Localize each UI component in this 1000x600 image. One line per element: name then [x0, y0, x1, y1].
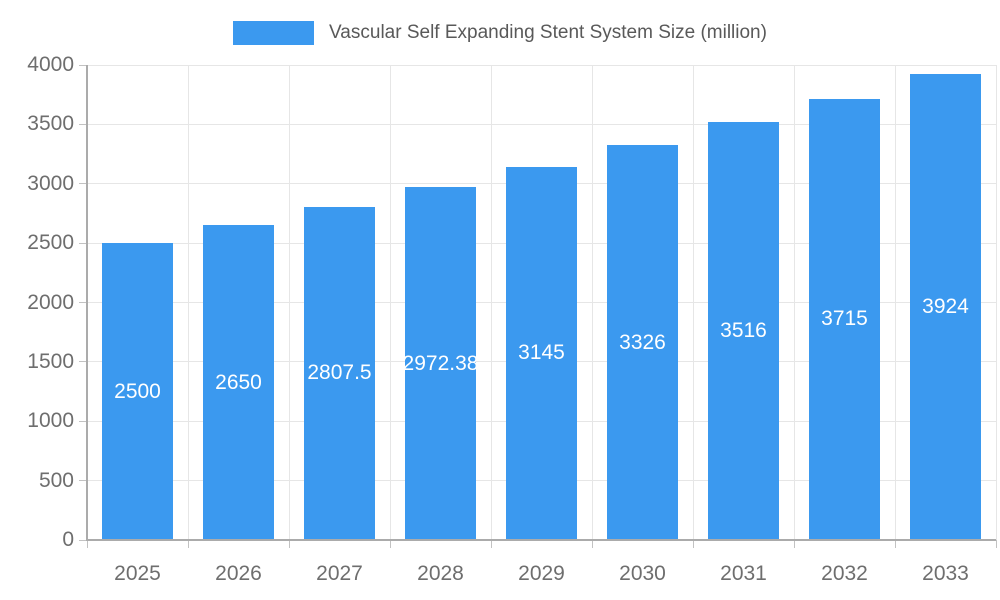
bar-value-label: 3145	[518, 341, 565, 365]
v-gridline	[187, 65, 189, 540]
y-tick-mark	[79, 361, 87, 363]
y-axis-tick-label: 1000	[27, 409, 74, 433]
x-axis-tick-label: 2032	[821, 562, 868, 585]
y-axis-tick-label: 2000	[27, 290, 74, 314]
y-axis-tick-label: 3000	[27, 171, 74, 195]
bar-value-label: 2650	[215, 370, 262, 394]
bar-value-label: 3326	[619, 330, 666, 354]
bar: 3715	[809, 98, 880, 540]
y-axis-line	[86, 65, 88, 541]
v-gridline	[894, 65, 896, 540]
bar-value-label: 3924	[922, 295, 969, 318]
x-axis-tick-label: 2031	[720, 562, 767, 585]
x-tick-mark	[995, 540, 997, 548]
v-gridline	[995, 65, 997, 540]
x-tick-mark	[288, 540, 290, 548]
legend-swatch	[233, 21, 315, 45]
bar: 3516	[708, 122, 779, 540]
x-tick-mark	[187, 540, 189, 548]
bar-value-label: 2807.5	[307, 361, 372, 385]
bar: 3145	[506, 166, 577, 540]
v-gridline	[692, 65, 694, 540]
y-tick-mark	[79, 480, 87, 482]
y-axis-tick-label: 500	[38, 468, 74, 492]
x-tick-mark	[490, 540, 492, 548]
y-axis-tick-label: 0	[62, 528, 74, 551]
x-axis-tick-label: 2025	[114, 562, 161, 585]
legend-label: Vascular Self Expanding Stent System Siz…	[329, 22, 767, 43]
x-tick-mark	[692, 540, 694, 548]
y-tick-mark	[79, 242, 87, 244]
bar-value-label: 3715	[821, 307, 868, 331]
x-axis-tick-label: 2033	[922, 562, 969, 585]
y-tick-mark	[79, 123, 87, 125]
y-tick-mark	[79, 183, 87, 185]
y-tick-mark	[79, 420, 87, 422]
y-tick-mark	[79, 539, 87, 541]
v-gridline	[288, 65, 290, 540]
x-axis-tick-label: 2026	[215, 562, 262, 585]
legend[interactable]: Vascular Self Expanding Stent System Siz…	[0, 19, 1000, 47]
v-gridline	[490, 65, 492, 540]
bar: 3924	[910, 74, 981, 540]
x-axis-tick-label: 2028	[417, 562, 464, 585]
bar-value-label: 2972.38	[405, 351, 476, 375]
y-axis-tick-label: 3500	[27, 112, 74, 136]
y-axis-tick-label: 4000	[27, 53, 74, 76]
x-axis-tick-label: 2027	[316, 562, 363, 585]
x-axis-tick-label: 2030	[619, 562, 666, 585]
v-gridline	[389, 65, 391, 540]
x-axis-line	[86, 539, 996, 541]
bar: 3326	[607, 145, 678, 540]
bar: 2650	[203, 225, 274, 540]
v-gridline	[591, 65, 593, 540]
bar: 2500	[102, 243, 173, 540]
x-tick-mark	[894, 540, 896, 548]
x-tick-mark	[86, 540, 88, 548]
x-tick-mark	[591, 540, 593, 548]
bar: 2972.38	[405, 187, 476, 540]
x-tick-mark	[793, 540, 795, 548]
y-axis-tick-label: 2500	[27, 231, 74, 255]
h-gridline	[87, 64, 996, 66]
bar: 2807.5	[304, 206, 375, 540]
v-gridline	[793, 65, 795, 540]
x-tick-mark	[389, 540, 391, 548]
bar-value-label: 2500	[114, 379, 161, 403]
y-axis-tick-label: 1500	[27, 349, 74, 373]
y-tick-mark	[79, 64, 87, 66]
y-tick-mark	[79, 302, 87, 303]
h-gridline	[87, 123, 996, 125]
bar-value-label: 3516	[720, 319, 767, 343]
x-axis-tick-label: 2029	[518, 562, 565, 585]
